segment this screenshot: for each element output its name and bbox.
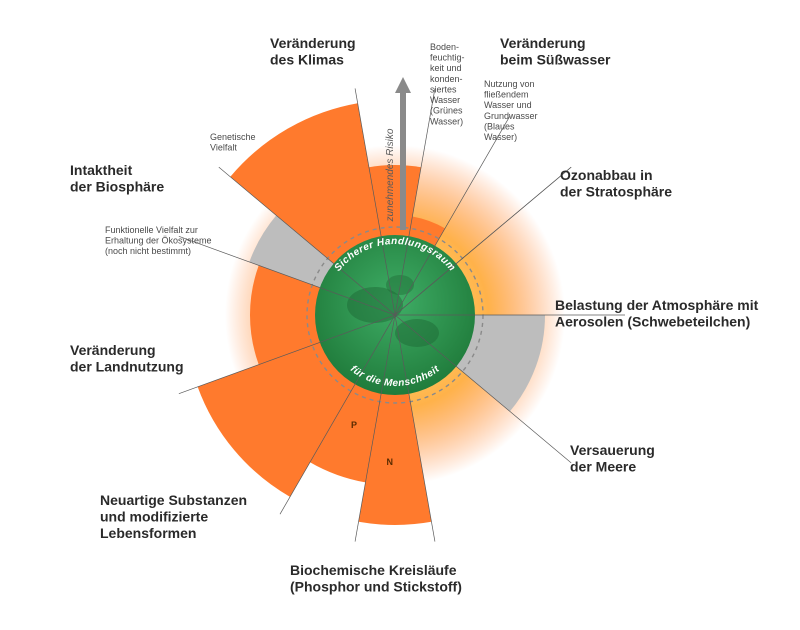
label-landuse: Veränderungder Landnutzung: [70, 342, 184, 375]
planetary-boundaries-diagram: Sicherer Handlungsraumfür die Menschheit…: [0, 0, 800, 630]
tag-P: P: [351, 420, 357, 430]
label-biochem_N: Biochemische Kreisläufe(Phosphor und Sti…: [290, 562, 462, 595]
label-bio_gen: Intaktheitder Biosphäre: [70, 162, 164, 195]
note-bio_func: Funktionelle Vielfalt zurErhaltung der Ö…: [105, 225, 212, 256]
note-fresh_green: Boden-feuchtig-keit undkonden-siertesWas…: [430, 42, 465, 126]
note-bio_gen: GenetischeVielfalt: [210, 132, 256, 153]
tag-N: N: [387, 457, 394, 467]
risk-arrow-label: zunehmendes Risiko: [385, 128, 396, 222]
risk-arrow-head: [395, 77, 411, 93]
label-climate: Veränderungdes Klimas: [270, 35, 356, 68]
label-ozone: Ozonabbau inder Stratosphäre: [560, 167, 672, 200]
label-aerosols: Belastung der Atmosphäre mitAerosolen (S…: [555, 297, 759, 330]
label-novel: Neuartige Substanzenund modifizierteLebe…: [100, 492, 247, 541]
label-ocean_acid: Versauerungder Meere: [570, 442, 655, 475]
note-fresh_blue: Nutzung vonfließendemWasser undGrundwass…: [484, 79, 538, 142]
label-fresh_blue: Veränderungbeim Süßwasser: [500, 35, 611, 68]
